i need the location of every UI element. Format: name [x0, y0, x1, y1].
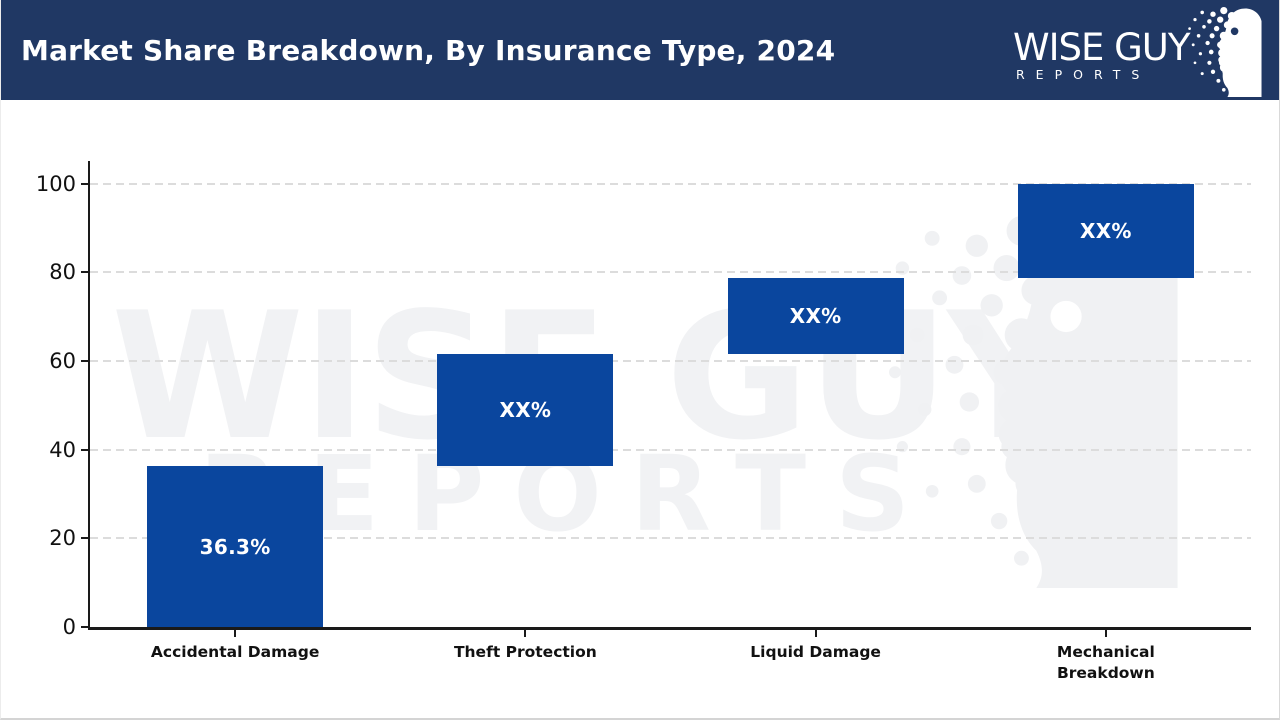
chart-title: Market Share Breakdown, By Insurance Typ… [21, 33, 836, 67]
gridline [90, 271, 1251, 274]
y-tick-mark [81, 360, 88, 363]
bar-value-label: 36.3% [199, 534, 271, 559]
y-tick-mark [81, 537, 88, 540]
gridline [90, 537, 1251, 540]
x-category-label: Liquid Damage [750, 643, 881, 661]
y-tick-label: 60 [49, 349, 76, 374]
gridline [90, 182, 1251, 185]
gridline [90, 360, 1251, 363]
waterfall-bar-1: 36.3% [147, 466, 324, 627]
y-tick-mark [81, 182, 88, 185]
wiseguy-logo: WISE GUY REPORTS [1013, 4, 1253, 96]
y-tick-label: 0 [62, 615, 76, 639]
bar-value-label: XX% [499, 398, 552, 422]
y-axis-line [88, 161, 90, 629]
x-category-label: Theft Protection [453, 643, 597, 661]
logo-wordmark: WISE GUY [1013, 26, 1190, 69]
waterfall-bar-2: XX% [437, 353, 614, 467]
x-axis-line [88, 627, 1251, 630]
bar-value-label: XX% [1079, 218, 1132, 243]
plot-area: 0 20 40 60 80 100 36.3% Accidental Damage XX% The… [36, 161, 1251, 682]
y-tick-mark [81, 448, 88, 451]
x-tick-mark [524, 629, 527, 637]
x-tick-mark [814, 629, 817, 637]
x-category-label: Mechanical Breakdown [1056, 643, 1155, 683]
dotted-head-profile-icon [1181, 7, 1263, 97]
x-category-label: Accidental Damage [150, 643, 320, 661]
logo-subtitle: REPORTS [1016, 67, 1151, 82]
x-tick-mark [1104, 629, 1107, 637]
y-tick-label: 100 [35, 171, 76, 196]
y-tick-mark [81, 626, 88, 628]
x-tick-mark [234, 629, 237, 637]
waterfall-bar-3: XX% [727, 278, 904, 354]
y-tick-label: 20 [49, 526, 76, 551]
bar-value-label: XX% [789, 304, 842, 329]
y-tick-label: 40 [49, 437, 76, 462]
y-tick-mark [81, 271, 88, 274]
header: Market Share Breakdown, By Insurance Typ… [1, 0, 1279, 100]
waterfall-bar-4: XX% [1017, 183, 1194, 279]
gridline [90, 448, 1251, 451]
y-tick-label: 80 [49, 260, 76, 285]
chart-canvas: WISE GUY REPORTS 0 20 40 60 80 100 36.3% Accide… [1, 100, 1279, 718]
